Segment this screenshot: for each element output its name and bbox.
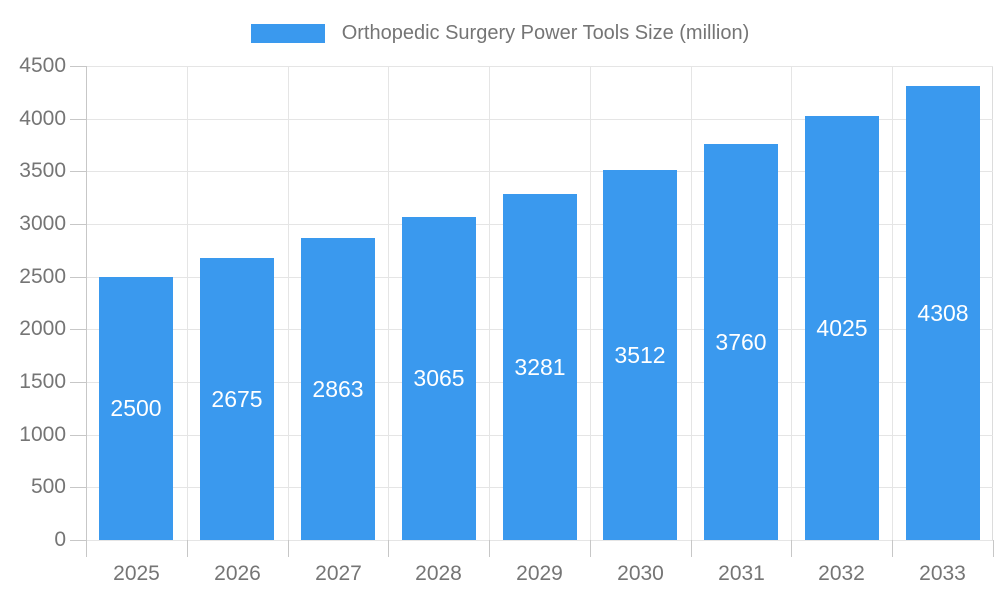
x-axis-tick-0 <box>86 540 87 557</box>
y-tick-label-3500: 3500 <box>19 159 66 182</box>
x-axis-tick-3 <box>388 540 389 557</box>
gridline-v-1 <box>187 66 188 540</box>
x-axis-tick-5 <box>590 540 591 557</box>
bar-2026[interactable]: 2675 <box>200 258 274 540</box>
bar-value-label-2033: 4308 <box>917 299 969 326</box>
gridline-v-2 <box>288 66 289 540</box>
bar-value-label-2025: 2500 <box>110 395 162 421</box>
y-axis-tick-2000 <box>70 329 86 330</box>
bar-2028[interactable]: 3065 <box>402 217 476 540</box>
gridline-v-7 <box>791 66 792 540</box>
bar-value-label-2028: 3065 <box>413 365 465 391</box>
plot-area: 2500 2675 2863 3065 3281 3512 3760 4025 4308 <box>86 66 993 541</box>
bar-value-label-2031: 3760 <box>715 328 767 355</box>
gridline-h-0 <box>86 540 993 541</box>
y-axis-tick-3000 <box>70 224 86 225</box>
x-tick-label-2031: 2031 <box>718 562 765 585</box>
y-axis-tick-4500 <box>70 66 86 67</box>
y-tick-label-4500: 4500 <box>19 54 66 77</box>
legend-item[interactable]: Orthopedic Surgery Power Tools Size (mil… <box>0 15 1000 51</box>
bar-2032[interactable]: 4025 <box>805 116 879 540</box>
y-tick-label-4000: 4000 <box>19 107 66 130</box>
bar-2025[interactable]: 2500 <box>99 277 173 540</box>
y-axis-tick-1500 <box>70 382 86 383</box>
gridline-h-3500 <box>86 171 993 172</box>
gridline-v-6 <box>691 66 692 540</box>
bar-value-label-2026: 2675 <box>211 385 263 412</box>
x-axis-tick-6 <box>691 540 692 557</box>
y-tick-label-3000: 3000 <box>19 212 66 235</box>
gridline-h-4500 <box>86 66 993 67</box>
x-tick-label-2032: 2032 <box>818 562 865 585</box>
x-tick-label-2029: 2029 <box>516 562 563 585</box>
bar-2029[interactable]: 3281 <box>503 194 577 540</box>
y-axis-tick-1000 <box>70 435 86 436</box>
y-axis-line <box>86 66 87 556</box>
gridline-v-8 <box>892 66 893 540</box>
y-tick-label-1000: 1000 <box>19 423 66 446</box>
plot-right-border <box>992 66 993 540</box>
bar-value-label-2032: 4025 <box>816 314 868 341</box>
bar-2031[interactable]: 3760 <box>704 144 778 540</box>
y-axis-tick-2500 <box>70 277 86 278</box>
bar-2027[interactable]: 2863 <box>301 238 375 540</box>
bar-value-label-2027: 2863 <box>312 375 364 402</box>
x-tick-label-2025: 2025 <box>113 562 160 585</box>
x-axis-tick-4 <box>489 540 490 557</box>
legend-label: Orthopedic Surgery Power Tools Size (mil… <box>341 21 750 44</box>
y-tick-label-2500: 2500 <box>19 265 66 288</box>
gridline-h-4000 <box>86 119 993 120</box>
x-tick-label-2026: 2026 <box>214 562 261 585</box>
gridline-v-5 <box>590 66 591 540</box>
x-tick-label-2027: 2027 <box>315 562 362 585</box>
x-axis-tick-8 <box>892 540 893 557</box>
x-tick-label-2033: 2033 <box>919 562 966 585</box>
legend-swatch <box>250 23 325 43</box>
y-tick-label-500: 500 <box>30 475 66 498</box>
y-tick-label-1500: 1500 <box>19 370 66 393</box>
gridline-v-4 <box>489 66 490 540</box>
y-tick-label-2000: 2000 <box>19 317 66 340</box>
x-axis-tick-1 <box>187 540 188 557</box>
gridline-v-3 <box>388 66 389 540</box>
y-axis-tick-3500 <box>70 171 86 172</box>
y-tick-label-0: 0 <box>54 528 66 551</box>
bar-2033[interactable]: 4308 <box>906 86 980 540</box>
bar-value-label-2030: 3512 <box>614 341 666 368</box>
x-tick-label-2030: 2030 <box>617 562 664 585</box>
x-axis-tick-9 <box>993 540 994 557</box>
bar-value-label-2029: 3281 <box>514 353 566 380</box>
x-tick-label-2028: 2028 <box>415 562 462 585</box>
x-axis-tick-2 <box>288 540 289 557</box>
y-axis-tick-4000 <box>70 119 86 120</box>
y-axis-tick-500 <box>70 487 86 488</box>
y-axis-tick-0 <box>70 540 86 541</box>
bar-2030[interactable]: 3512 <box>603 170 677 540</box>
x-axis-tick-7 <box>791 540 792 557</box>
